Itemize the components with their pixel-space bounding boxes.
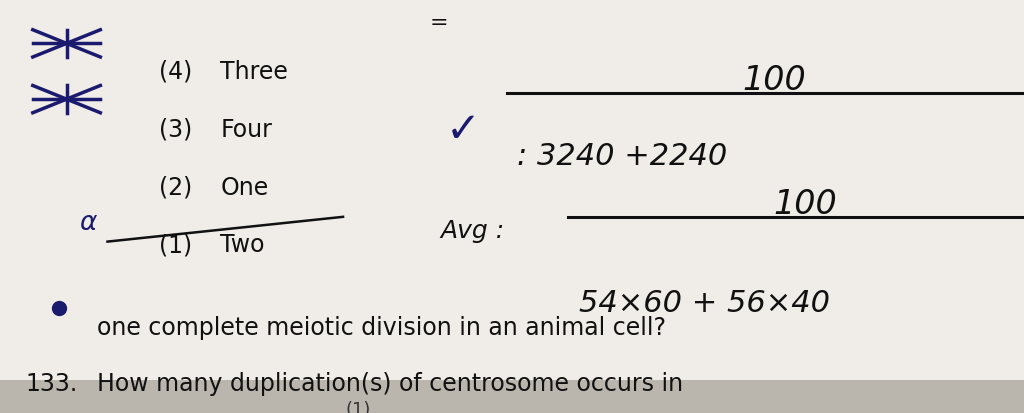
- Text: Three: Three: [220, 60, 288, 84]
- Point: [51, 102, 68, 109]
- Text: (1): (1): [159, 233, 191, 257]
- Text: ✓: ✓: [445, 109, 480, 151]
- Text: (4): (4): [159, 60, 191, 84]
- FancyBboxPatch shape: [0, 380, 1024, 413]
- Text: Avg :: Avg :: [440, 219, 505, 243]
- Text: 100: 100: [742, 64, 806, 97]
- Text: (3): (3): [159, 118, 191, 142]
- Text: 100: 100: [773, 188, 837, 221]
- Text: Two: Two: [220, 233, 264, 257]
- Text: =: =: [430, 13, 449, 33]
- Text: How many duplication(s) of centrosome occurs in: How many duplication(s) of centrosome oc…: [97, 372, 683, 396]
- Text: Four: Four: [220, 118, 272, 142]
- Text: one complete meiotic division in an animal cell?: one complete meiotic division in an anim…: [97, 316, 667, 340]
- Text: (2): (2): [159, 176, 191, 199]
- Text: (1): (1): [346, 401, 371, 413]
- Text: 133.: 133.: [26, 372, 78, 396]
- Text: One: One: [220, 176, 268, 199]
- Text: 54×60 + 56×40: 54×60 + 56×40: [579, 289, 829, 318]
- Text: α: α: [79, 210, 96, 236]
- Text: : 3240 +2240: : 3240 +2240: [517, 142, 727, 171]
